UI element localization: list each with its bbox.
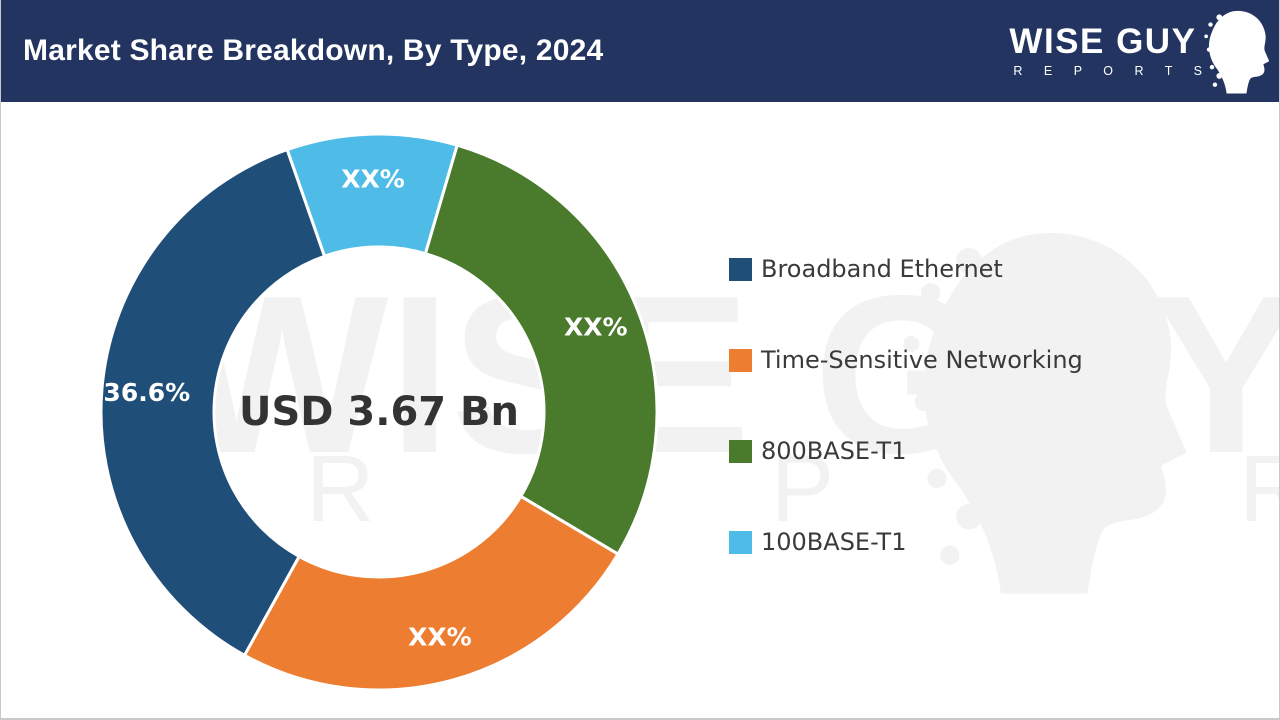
header-bar: Market Share Breakdown, By Type, 2024 WI… — [1, 0, 1279, 102]
legend-item-broadband-ethernet: Broadband Ethernet — [729, 257, 1083, 281]
watermark-text: WISE GUY — [176, 248, 1280, 500]
donut-segment-time-sensitive-networking — [242, 494, 620, 692]
legend-item-time-sensitive-networking: Time-Sensitive Networking — [729, 348, 1083, 372]
segment-label: XX% — [564, 312, 628, 341]
chart-legend: Broadband Ethernet Time-Sensitive Network… — [729, 257, 1083, 554]
logo-face-icon — [1204, 10, 1270, 94]
logo-subtitle: R E P O R T S — [1013, 64, 1211, 78]
chart-center-value: USD 3.67 Bn — [239, 389, 519, 435]
segment-label: 36.6% — [103, 378, 190, 407]
donut-segment-100base-t1 — [285, 132, 459, 258]
legend-item-100base-t1: 100BASE-T1 — [729, 530, 1083, 554]
donut-chart: XX% XX% XX% 36.6% — [99, 132, 659, 692]
legend-label: Time-Sensitive Networking — [761, 346, 1083, 374]
legend-label: Broadband Ethernet — [761, 255, 1003, 283]
legend-swatch — [729, 439, 752, 463]
legend-swatch — [729, 348, 752, 372]
segment-label: XX% — [408, 622, 472, 651]
legend-swatch — [729, 530, 752, 554]
page-title: Market Share Breakdown, By Type, 2024 — [23, 34, 604, 67]
legend-swatch — [729, 257, 752, 281]
segment-label: XX% — [341, 165, 405, 194]
legend-item-800base-t1: 800BASE-T1 — [729, 439, 1083, 463]
legend-label: 100BASE-T1 — [761, 528, 907, 556]
wise-guy-reports-logo: WISE GUY R E P O R T S — [1009, 7, 1279, 95]
legend-label: 800BASE-T1 — [761, 437, 907, 465]
donut-segment-800base-t1 — [423, 143, 659, 556]
logo-wordmark: WISE GUY — [1009, 22, 1197, 61]
